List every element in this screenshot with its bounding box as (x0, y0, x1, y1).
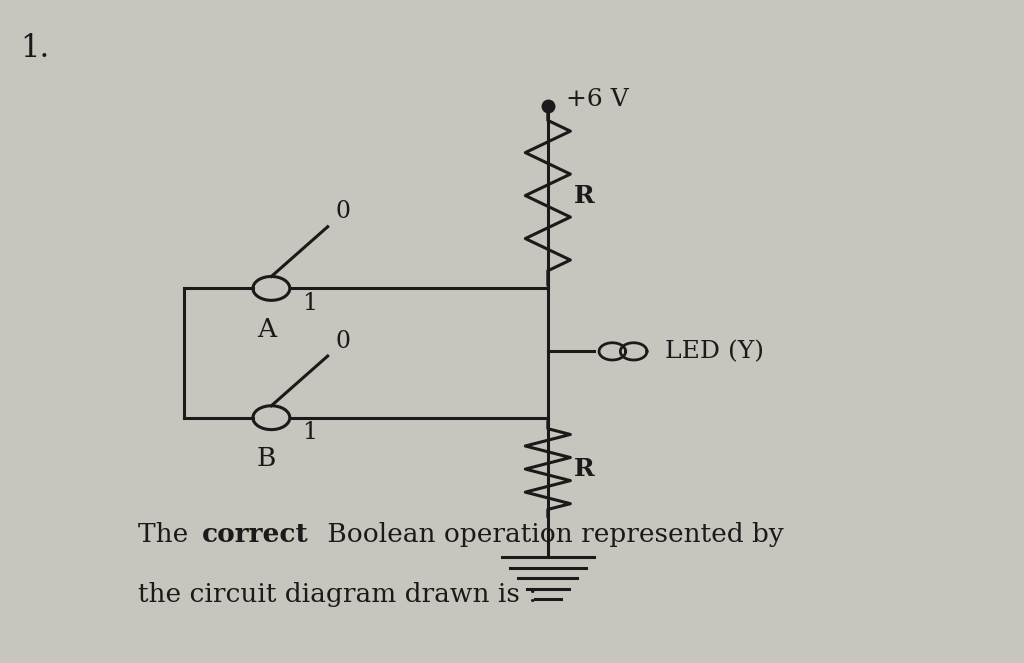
Text: correct: correct (202, 522, 308, 547)
Text: 1.: 1. (20, 33, 50, 64)
Text: A: A (257, 317, 275, 342)
Text: B: B (257, 446, 275, 471)
Text: 0: 0 (336, 330, 351, 353)
Text: 1: 1 (302, 292, 317, 315)
Text: 1: 1 (302, 421, 317, 444)
Text: The: The (138, 522, 197, 547)
Text: 0: 0 (336, 200, 351, 223)
Text: R: R (573, 184, 594, 208)
Text: Boolean operation represented by: Boolean operation represented by (319, 522, 784, 547)
Text: +6 V: +6 V (566, 88, 629, 111)
Text: the circuit diagram drawn is :: the circuit diagram drawn is : (138, 581, 538, 607)
Text: LED (Y): LED (Y) (666, 340, 764, 363)
Text: R: R (573, 457, 594, 481)
